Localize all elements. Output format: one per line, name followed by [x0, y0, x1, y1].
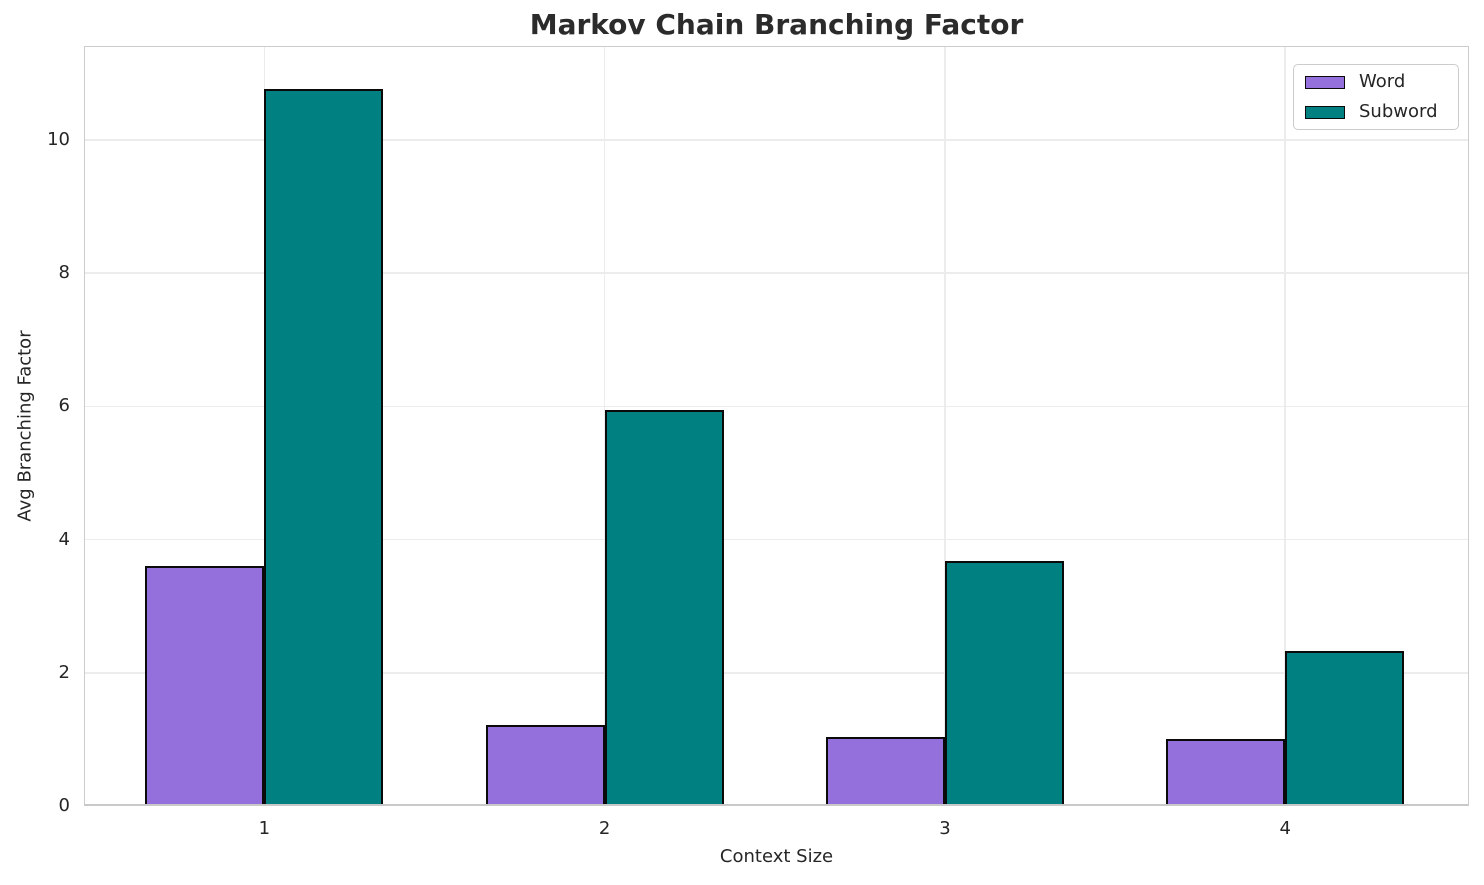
legend-label-word: Word — [1359, 71, 1406, 92]
y-gridline — [84, 405, 1469, 408]
y-tick-label: 10 — [47, 128, 70, 150]
x-tick-label: 2 — [598, 818, 611, 839]
y-gridline — [84, 672, 1469, 674]
bar-word-3 — [825, 737, 945, 806]
x-gridline — [1284, 46, 1286, 806]
y-tick-label: 0 — [58, 795, 70, 816]
plot-area — [84, 46, 1469, 806]
bar-word-1 — [145, 565, 265, 806]
y-gridline — [84, 139, 1469, 141]
x-tick-label: 3 — [939, 818, 951, 839]
y-tick-label: 4 — [58, 528, 70, 550]
x-gridline — [944, 46, 946, 806]
legend-label-subword: Subword — [1359, 101, 1438, 122]
chart-title: Markov Chain Branching Factor — [529, 8, 1024, 41]
y-tick-label: 8 — [58, 262, 70, 284]
legend-swatch-subword — [1305, 105, 1345, 119]
x-tick-label: 1 — [258, 818, 271, 839]
y-tick-label: 2 — [58, 661, 70, 683]
bar-subword-2 — [604, 410, 724, 806]
y-tick-label: 6 — [58, 395, 70, 417]
bar-subword-4 — [1285, 650, 1405, 806]
bar-subword-3 — [944, 560, 1065, 806]
y-gridline — [84, 538, 1469, 541]
legend-swatch-word — [1305, 75, 1345, 89]
bar-word-4 — [1166, 739, 1286, 806]
bar-subword-1 — [264, 88, 384, 806]
legend-item-subword: Subword — [1294, 97, 1458, 127]
legend-item-word: Word — [1294, 67, 1458, 97]
legend: Word Subword — [1293, 64, 1459, 130]
bar-word-2 — [485, 725, 605, 806]
y-gridline — [84, 272, 1469, 274]
x-axis-label: Context Size — [719, 846, 834, 867]
x-tick-label: 4 — [1279, 818, 1291, 839]
y-axis-label: Avg Branching Factor — [14, 330, 36, 522]
